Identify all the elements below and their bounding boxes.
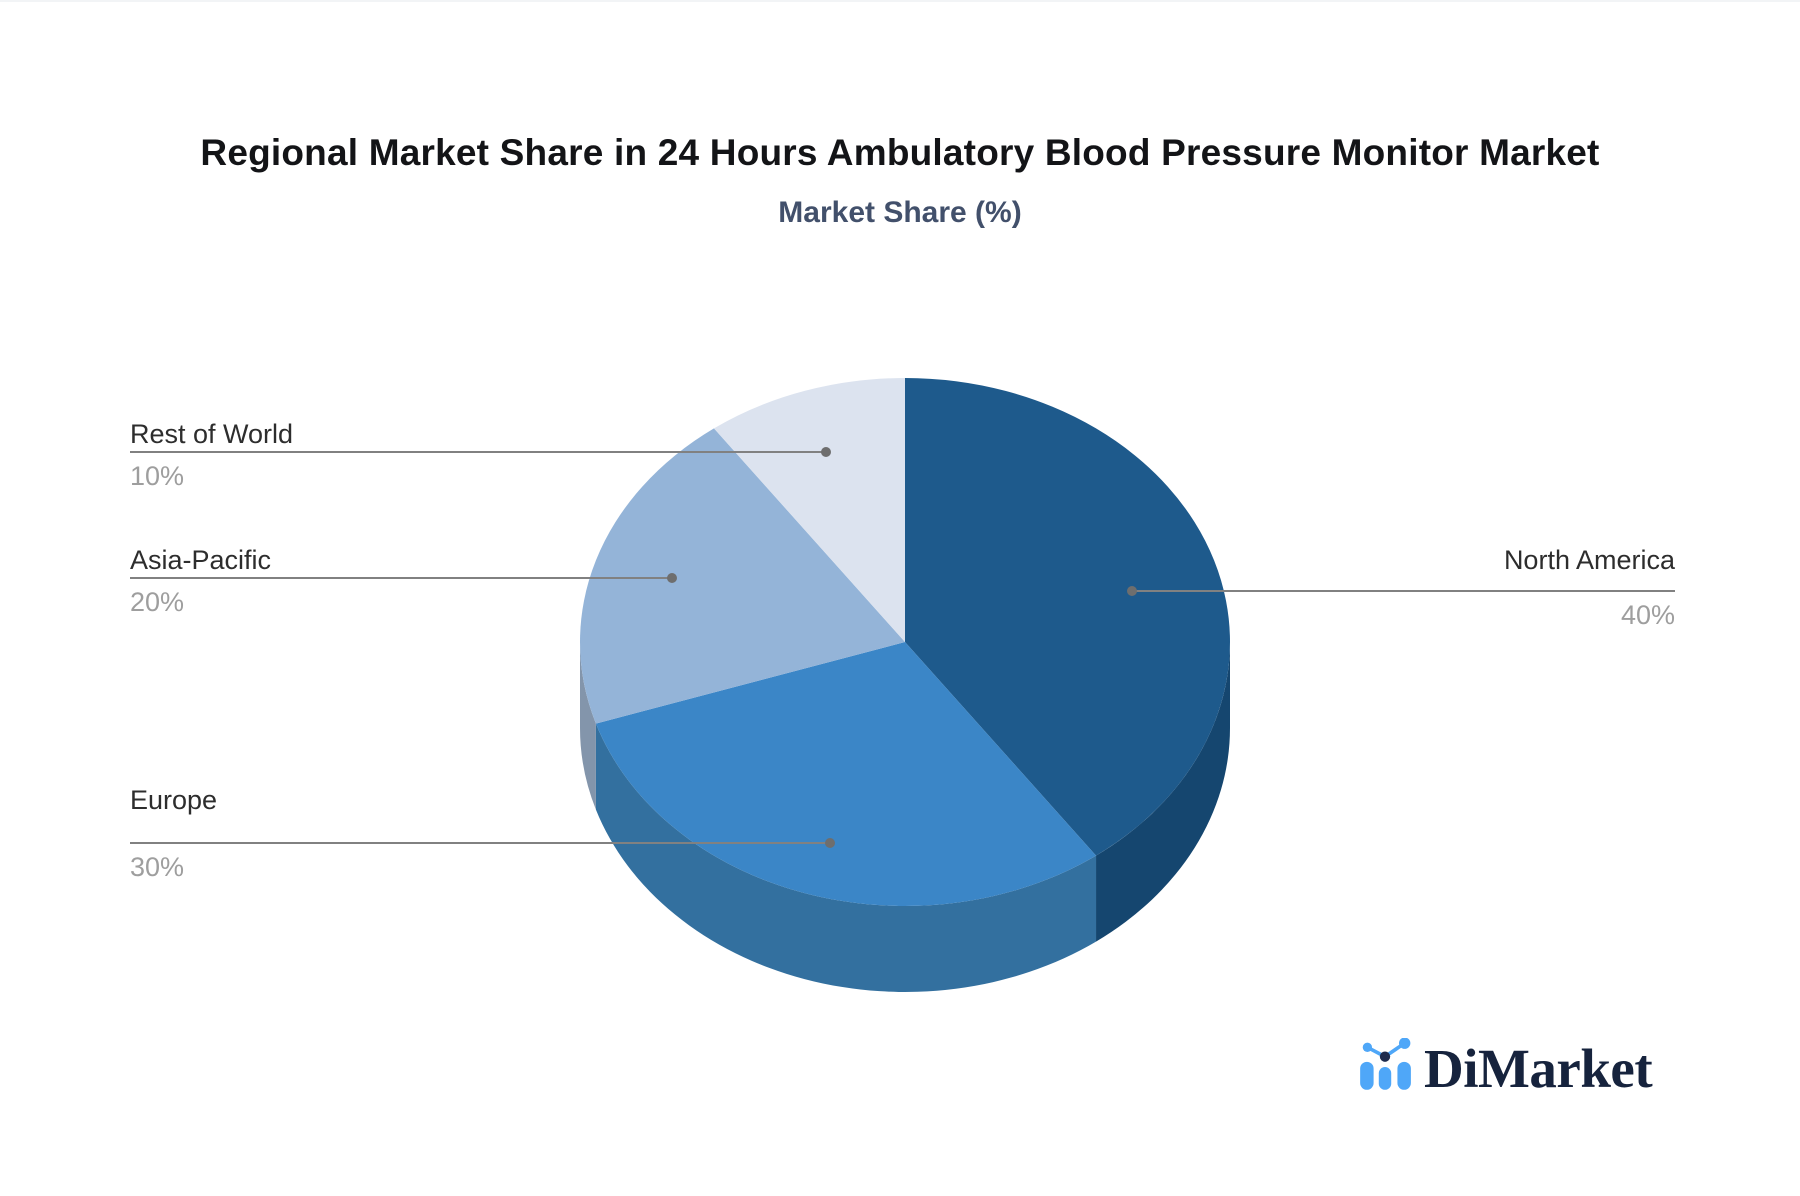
chart-subtitle: Market Share (%) xyxy=(778,196,1022,229)
pie-slice-side-north-america xyxy=(1096,642,1230,942)
callout-line-rest-of-world xyxy=(130,451,826,453)
callout-dot-europe xyxy=(825,838,835,848)
callout-value-rest-of-world: 10% xyxy=(130,461,185,491)
callout-line-asia-pacific xyxy=(130,577,672,579)
dimarket-logo: DiMarket xyxy=(1356,1038,1653,1099)
callout-line-europe xyxy=(130,842,830,844)
callout-dot-north-america xyxy=(1127,586,1137,596)
callout-dot-rest-of-world xyxy=(821,447,831,457)
pie-slice-europe xyxy=(595,642,1097,906)
callout-label-asia-pacific: Asia-Pacific xyxy=(130,545,272,575)
callout-dot-asia-pacific xyxy=(667,573,677,583)
callout-line-north-america xyxy=(1133,590,1675,592)
callout-label-north-america: North America xyxy=(1503,545,1675,575)
logo-text: DiMarket xyxy=(1424,1038,1653,1099)
pie-slice-north-america xyxy=(905,378,1230,856)
pie-slice-rest-of-world xyxy=(713,378,905,642)
callout-label-rest-of-world: Rest of World xyxy=(130,419,294,449)
callout-label-europe: Europe xyxy=(130,785,218,815)
pie-slice-side-europe xyxy=(595,723,1097,992)
callout-value-asia-pacific: 20% xyxy=(130,587,185,617)
pie-slice-side-asia-pacific xyxy=(580,642,596,810)
chart-title: Regional Market Share in 24 Hours Ambula… xyxy=(200,132,1600,173)
callout-value-north-america: 40% xyxy=(1620,600,1675,630)
bar-chart-trend-icon xyxy=(1360,1038,1411,1090)
page-top-border xyxy=(0,0,1800,2)
callout-value-europe: 30% xyxy=(130,852,185,882)
pie-slice-asia-pacific xyxy=(580,428,905,724)
